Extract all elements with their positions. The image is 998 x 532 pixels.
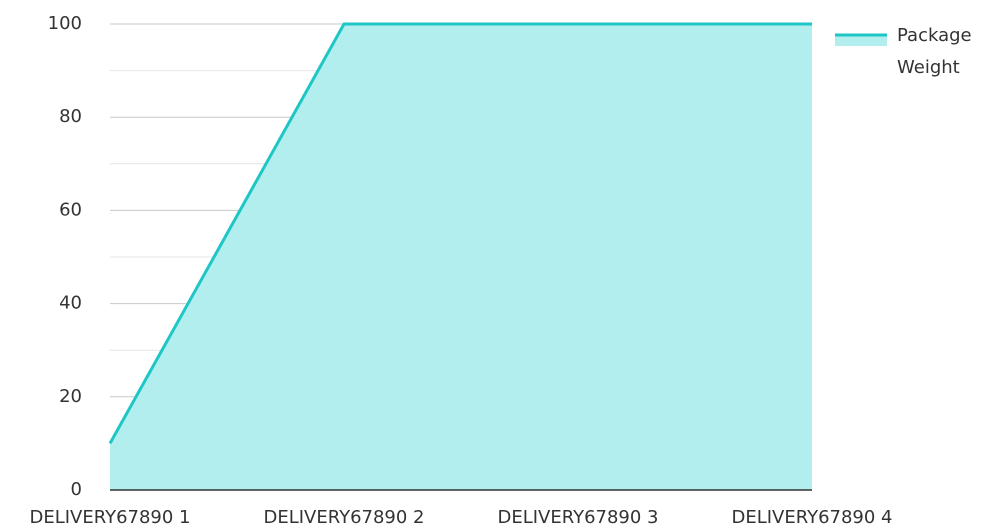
y-tick-label: 0: [71, 479, 82, 500]
x-tick-label: DELIVERY67890 3: [497, 507, 658, 528]
legend-label: Package Weight: [897, 25, 972, 78]
line: [108, 22, 812, 445]
x-tick-label: DELIVERY67890 1: [29, 507, 190, 528]
legend-swatch: [835, 34, 887, 46]
x-tick-label: DELIVERY67890 2: [263, 507, 424, 528]
area: [110, 24, 812, 490]
y-tick-label: 20: [59, 386, 82, 407]
x-tick-label: DELIVERY67890 4: [731, 507, 892, 528]
y-tick-label: 100: [48, 13, 82, 34]
y-tick-label: 40: [59, 293, 82, 314]
y-tick-label: 60: [59, 199, 82, 220]
y-tick-label: 80: [59, 106, 82, 127]
